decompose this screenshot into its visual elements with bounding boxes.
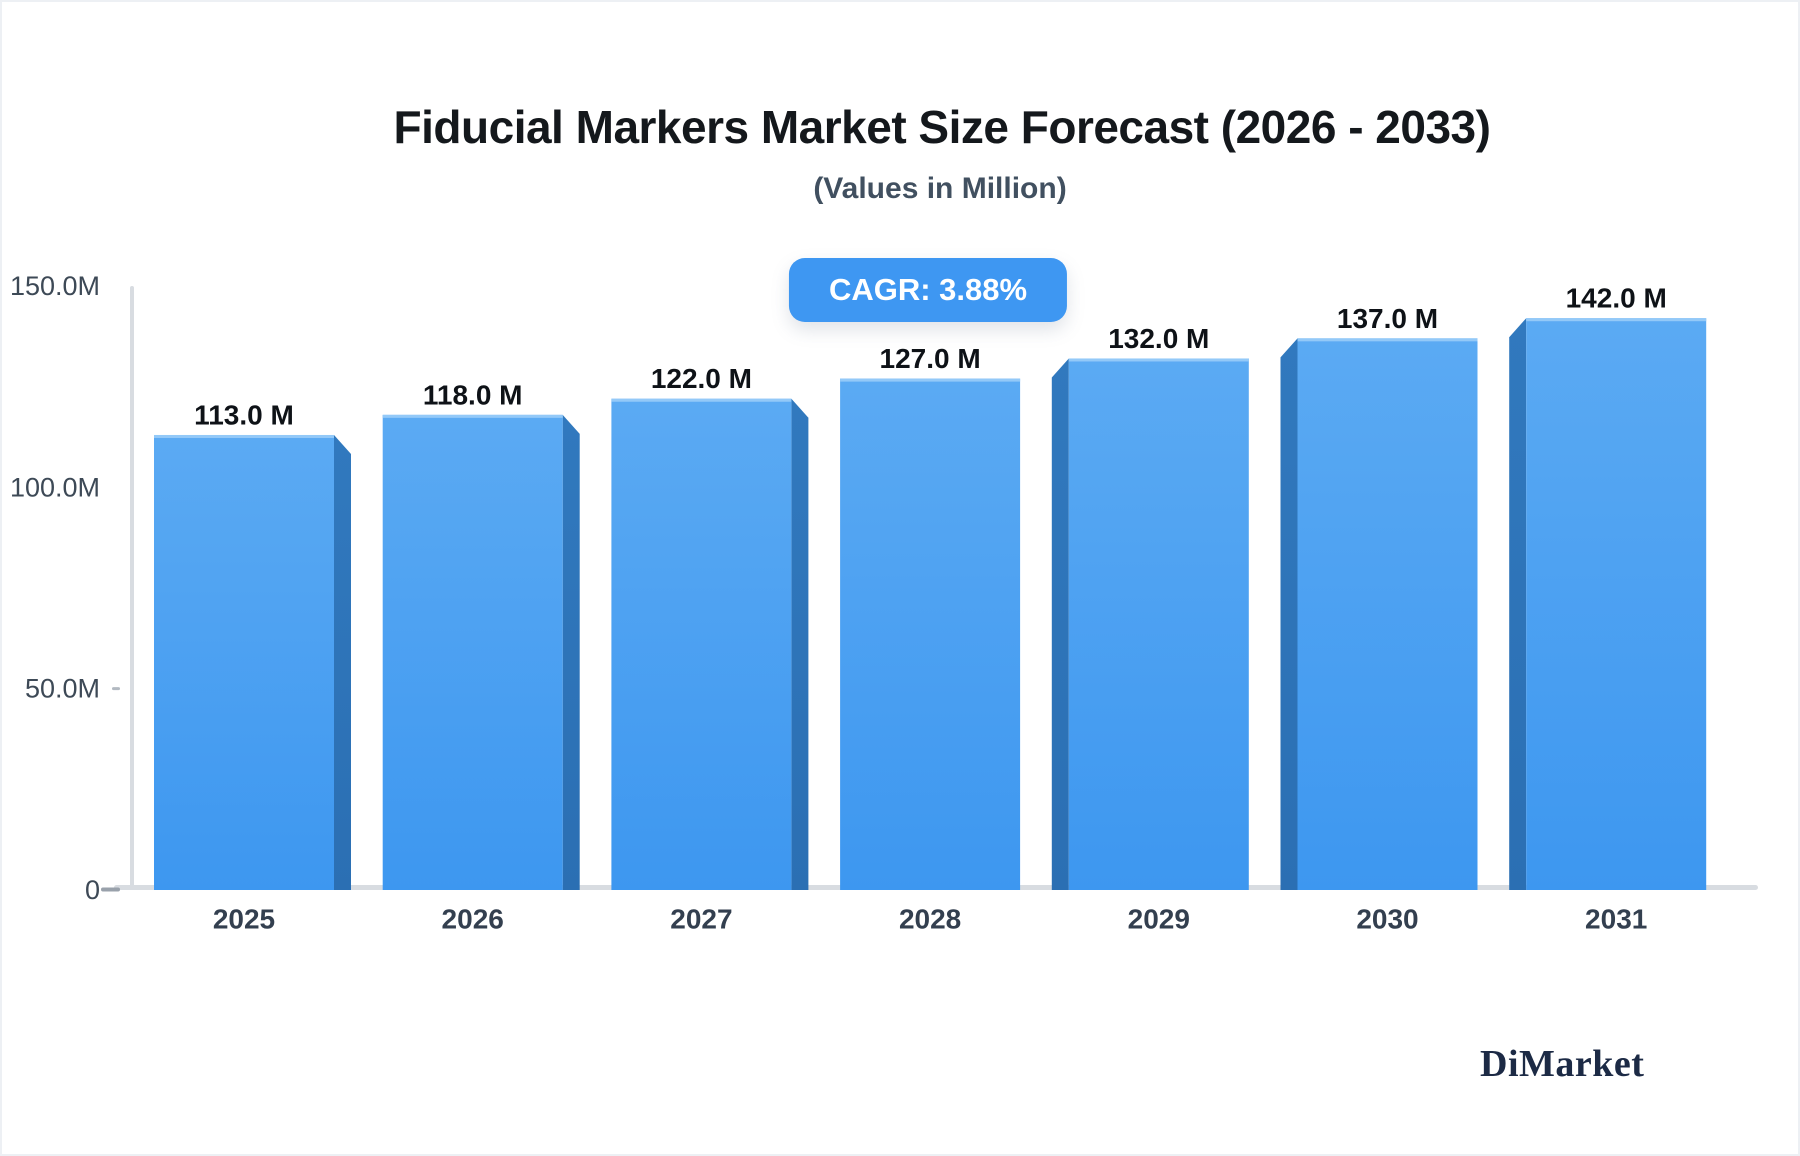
- x-tick-label-2030: 2030: [1356, 904, 1418, 935]
- chart-bars-icon: [1422, 1042, 1468, 1086]
- y-tick-mark: [101, 887, 120, 892]
- bar-face: [1526, 318, 1707, 890]
- y-tick-label-50.0M: 50.0M: [25, 674, 100, 704]
- bar-side: [791, 398, 809, 890]
- value-label-2029: 132.0 M: [1108, 323, 1209, 354]
- bar-face: [382, 414, 563, 890]
- bar-face: [1297, 338, 1478, 890]
- brand-logo[interactable]: DiMarket: [1422, 1042, 1644, 1086]
- bar-face: [154, 434, 334, 890]
- bar-face: [1068, 358, 1249, 891]
- x-tick-label-2029: 2029: [1128, 904, 1190, 935]
- y-tick-mark: [112, 687, 120, 691]
- x-tick-label-2025: 2025: [213, 904, 275, 935]
- value-label-2026: 118.0 M: [423, 379, 523, 410]
- y-tick-label-100.0M: 100.0M: [10, 472, 100, 502]
- y-tick-label-150.0M: 150.0M: [10, 271, 100, 301]
- value-label-2031: 142.0 M: [1566, 283, 1667, 314]
- value-label-2028: 127.0 M: [880, 343, 981, 374]
- bar-top-edge: [1526, 318, 1707, 322]
- bar-2029: [1051, 358, 1249, 891]
- bar-2027: [611, 398, 809, 890]
- bar-side: [1051, 358, 1069, 891]
- value-label-2025: 113.0 M: [194, 399, 294, 430]
- cagr-badge: CAGR: 3.88%: [788, 258, 1068, 322]
- bar-side: [1280, 338, 1298, 890]
- bar-face: [840, 378, 1021, 890]
- bar-face: [611, 398, 792, 890]
- bar-top-edge: [840, 378, 1021, 382]
- logo-text: DiMarket: [1480, 1043, 1645, 1085]
- x-tick-label-2028: 2028: [899, 904, 961, 935]
- bar-side: [334, 434, 351, 890]
- bar-top-edge: [611, 398, 792, 402]
- bar-side: [562, 414, 580, 890]
- bar-top-edge: [382, 414, 563, 418]
- y-axis-line: [130, 286, 134, 890]
- x-tick-label-2027: 2027: [670, 904, 732, 935]
- bar-top-edge: [1068, 358, 1249, 362]
- x-tick-label-2026: 2026: [442, 904, 504, 935]
- bar-side: [1509, 318, 1527, 890]
- y-tick-label-0: 0: [85, 875, 100, 905]
- page-title: Fiducial Markers Market Size Forecast (2…: [393, 101, 1491, 153]
- bar-2030: [1280, 338, 1478, 890]
- bar-top-edge: [1297, 338, 1478, 342]
- value-label-2030: 137.0 M: [1337, 303, 1438, 334]
- bar-2025: [154, 434, 351, 890]
- bar-2031: [1509, 318, 1707, 890]
- x-tick-label-2031: 2031: [1585, 904, 1647, 935]
- bar-2026: [382, 414, 580, 890]
- page-subtitle: (Values in Million): [813, 172, 1067, 205]
- bar-top-edge: [154, 434, 334, 438]
- value-label-2027: 122.0 M: [651, 363, 752, 394]
- bar-2028: [840, 378, 1021, 890]
